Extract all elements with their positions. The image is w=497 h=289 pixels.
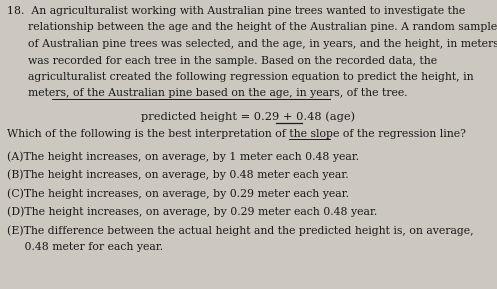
Text: meters, of the Australian pine based on the age, in years, of the tree.: meters, of the Australian pine based on … [7, 88, 408, 99]
Text: (D)The height increases, on average, by 0.29 meter each 0.48 year.: (D)The height increases, on average, by … [7, 207, 377, 217]
Text: predicted height = 0.29 + 0.48 (age): predicted height = 0.29 + 0.48 (age) [141, 111, 355, 122]
Text: agriculturalist created the following regression equation to predict the height,: agriculturalist created the following re… [7, 72, 474, 82]
Text: was recorded for each tree in the sample. Based on the recorded data, the: was recorded for each tree in the sample… [7, 55, 437, 66]
Text: relationship between the age and the height of the Australian pine. A random sam: relationship between the age and the hei… [7, 23, 497, 32]
Text: (E)The difference between the actual height and the predicted height is, on aver: (E)The difference between the actual hei… [7, 225, 474, 236]
Text: Which of the following is the best interpretation of the slope of the regression: Which of the following is the best inter… [7, 129, 466, 139]
Text: (B)The height increases, on average, by 0.48 meter each year.: (B)The height increases, on average, by … [7, 170, 348, 180]
Text: 0.48 meter for each year.: 0.48 meter for each year. [7, 242, 163, 253]
Text: 18.  An agriculturalist working with Australian pine trees wanted to investigate: 18. An agriculturalist working with Aust… [7, 6, 465, 16]
Text: (A)The height increases, on average, by 1 meter each 0.48 year.: (A)The height increases, on average, by … [7, 151, 359, 162]
Text: (C)The height increases, on average, by 0.29 meter each year.: (C)The height increases, on average, by … [7, 188, 349, 199]
Text: of Australian pine trees was selected, and the age, in years, and the height, in: of Australian pine trees was selected, a… [7, 39, 497, 49]
